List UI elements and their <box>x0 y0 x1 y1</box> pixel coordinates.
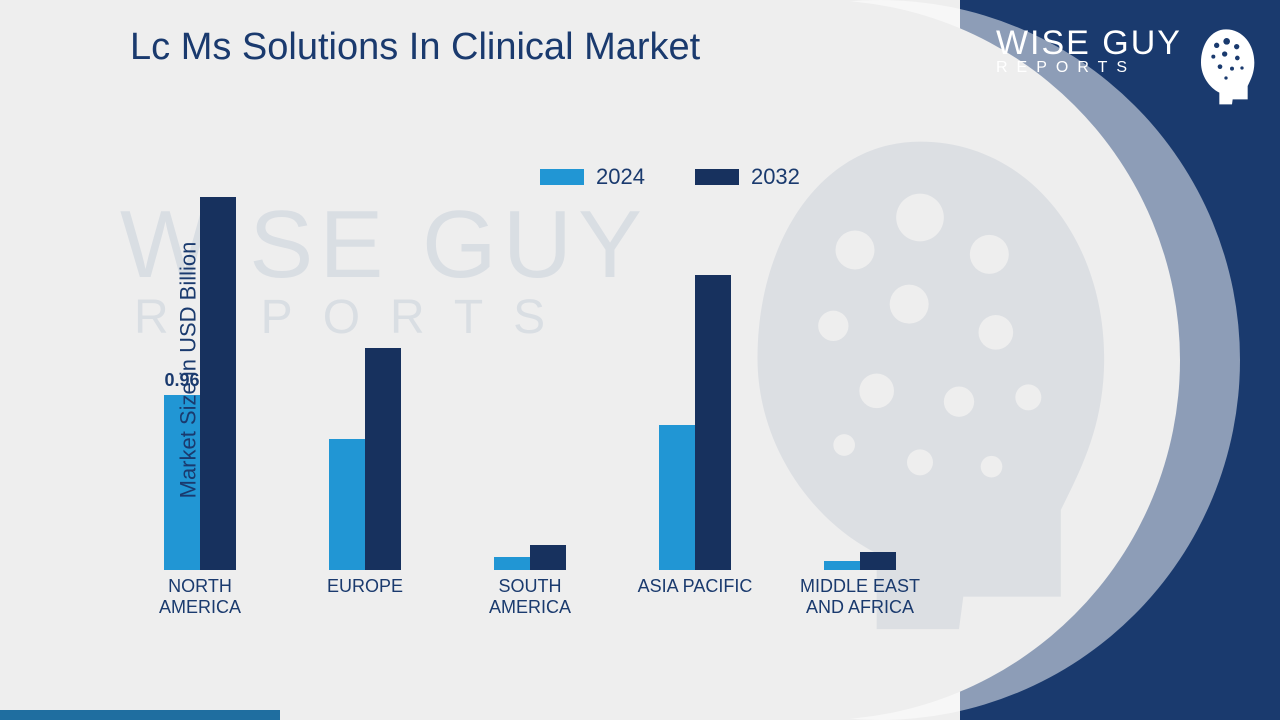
bar-2032 <box>365 348 401 570</box>
bar-2024 <box>824 561 860 570</box>
chart-legend: 2024 2032 <box>540 164 800 190</box>
plot-area: 0.96 <box>100 170 940 570</box>
chart-title: Lc Ms Solutions In Clinical Market <box>130 26 700 69</box>
bar-group <box>800 552 920 570</box>
x-axis-category-label: EUROPE <box>295 576 435 597</box>
brand-head-icon <box>1190 26 1262 106</box>
x-axis-category-label: ASIA PACIFIC <box>625 576 765 597</box>
brand-top-text: WISE GUY <box>996 24 1182 63</box>
page-root: WISE GUY REPORTS Lc Ms Solutions In Clin… <box>0 0 1280 720</box>
bar-group <box>635 275 755 570</box>
bar-group <box>470 545 590 570</box>
legend-swatch-2032 <box>695 169 739 185</box>
legend-swatch-2024 <box>540 169 584 185</box>
legend-label-2032: 2032 <box>751 164 800 190</box>
y-axis-label: Market Size in USD Billion <box>175 242 201 499</box>
x-axis-category-label: SOUTH AMERICA <box>460 576 600 617</box>
bar-group <box>305 348 425 570</box>
footer-accent-bar <box>0 710 280 720</box>
bar-2024 <box>494 557 530 570</box>
bar-2024 <box>659 425 695 570</box>
bar-2032 <box>200 197 236 570</box>
legend-item-2024: 2024 <box>540 164 645 190</box>
brand-logo: WISE GUY REPORTS <box>996 24 1252 77</box>
bar-2032 <box>530 545 566 570</box>
bar-chart: 0.96 <box>100 170 940 570</box>
x-axis-category-label: NORTH AMERICA <box>130 576 270 617</box>
bar-2032 <box>860 552 896 570</box>
x-axis-category-label: MIDDLE EAST AND AFRICA <box>790 576 930 617</box>
legend-item-2032: 2032 <box>695 164 800 190</box>
bar-2032 <box>695 275 731 570</box>
bar-2024 <box>329 439 365 570</box>
legend-label-2024: 2024 <box>596 164 645 190</box>
